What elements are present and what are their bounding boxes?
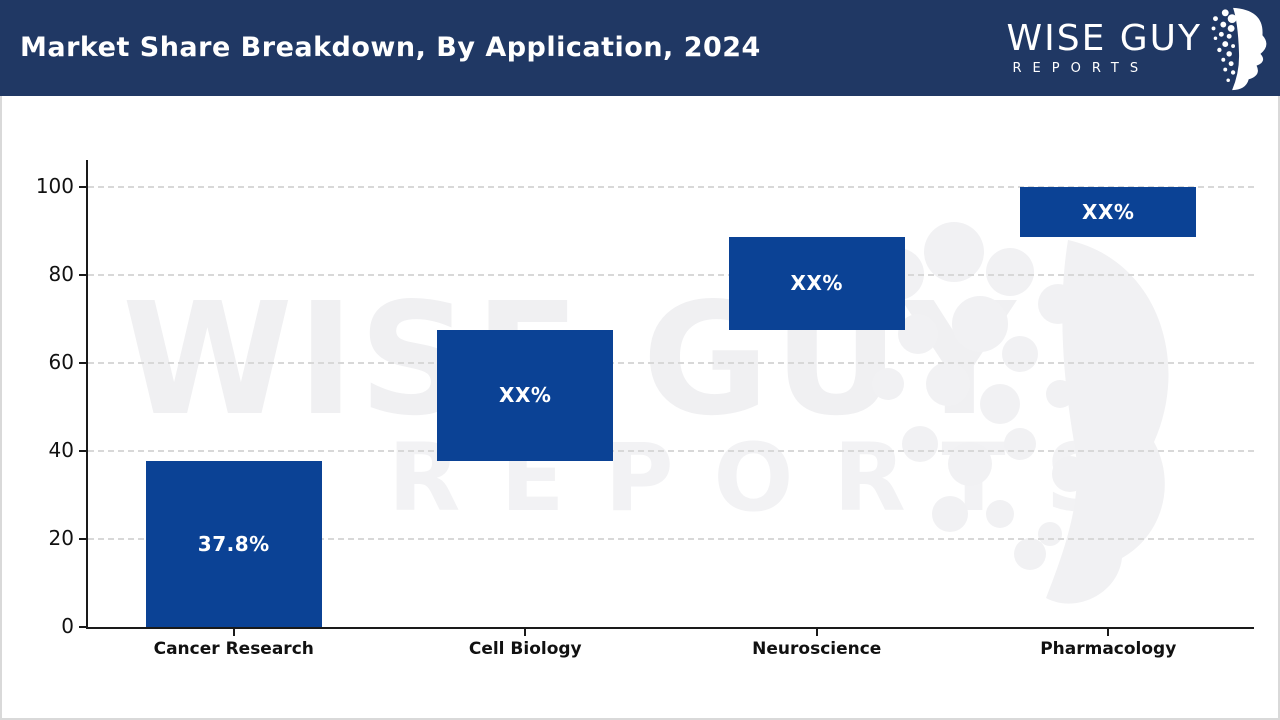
bar-value-label: 37.8% [197, 531, 270, 556]
wiseguy-logo-text: WISE GUY REPORTS [1006, 17, 1203, 76]
wiseguy-face-icon [1211, 7, 1267, 91]
x-axis-category-label: Cancer Research [153, 639, 314, 659]
y-axis-tick-label: 0 [61, 614, 74, 638]
y-axis-tick [79, 186, 87, 188]
y-axis-tick-label: 20 [48, 526, 74, 550]
y-axis-tick-label: 60 [48, 350, 74, 374]
x-axis-line [86, 627, 1254, 629]
bar-value-label: XX% [790, 271, 843, 296]
y-axis-tick-label: 100 [35, 174, 74, 198]
gridline [88, 450, 1254, 452]
y-axis-tick [79, 450, 87, 452]
x-axis-tick [1107, 629, 1110, 636]
x-axis-category-label: Cell Biology [468, 639, 582, 659]
wiseguy-logo: WISE GUY REPORTS [1007, 0, 1271, 96]
y-axis-tick [79, 362, 87, 364]
gridline [88, 362, 1254, 364]
gridline [88, 274, 1254, 276]
y-axis-tick-label: 80 [48, 262, 74, 286]
wiseguy-logo-subtitle: REPORTS [1012, 60, 1150, 76]
bar-pharmacology: XX% [1020, 187, 1197, 238]
card-border [0, 96, 1280, 720]
y-axis-line [86, 160, 88, 629]
watermark-face-graphic [872, 222, 1169, 604]
x-axis-tick [524, 629, 527, 636]
y-axis-tick [79, 626, 87, 628]
y-axis-tick-label: 40 [48, 438, 74, 462]
gridline [88, 186, 1254, 188]
bar-value-label: XX% [499, 383, 552, 408]
bar-value-label: XX% [1082, 200, 1135, 225]
x-axis-category-label: Pharmacology [1040, 639, 1177, 659]
wiseguy-logo-wordmark: WISE GUY [1006, 17, 1202, 59]
bar-neuroscience: XX% [728, 237, 905, 330]
bar-cell-biology: XX% [437, 329, 614, 461]
bar-cancer-research: 37.8% [145, 460, 322, 627]
x-axis-category-label: Neuroscience [752, 639, 882, 659]
x-axis-tick [815, 629, 818, 636]
gridline [88, 538, 1254, 540]
page-title: Market Share Breakdown, By Application, … [20, 32, 761, 63]
x-axis-tick [232, 629, 235, 636]
y-axis-tick [79, 274, 87, 276]
y-axis-tick [79, 538, 87, 540]
header-bar: Market Share Breakdown, By Application, … [0, 0, 1280, 96]
